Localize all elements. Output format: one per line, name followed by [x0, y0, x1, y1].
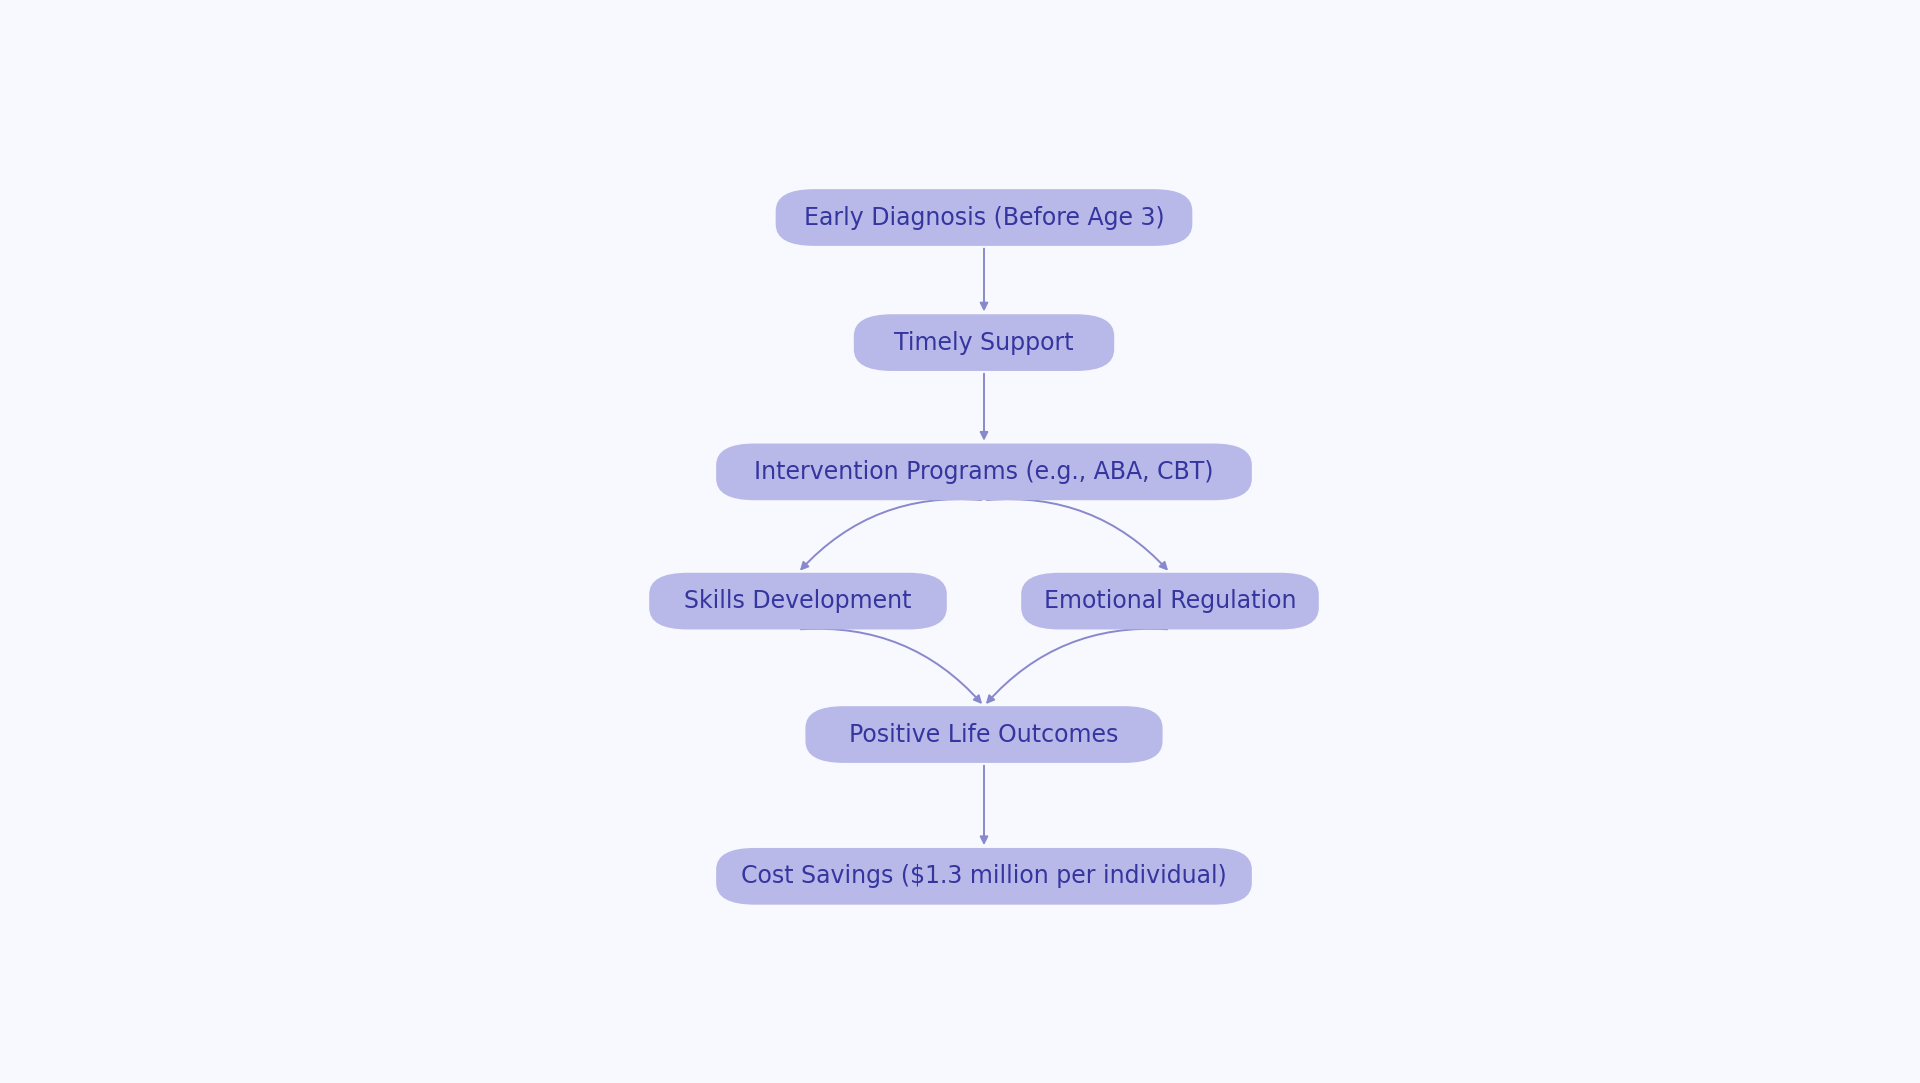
Text: Intervention Programs (e.g., ABA, CBT): Intervention Programs (e.g., ABA, CBT) — [755, 460, 1213, 484]
Text: Positive Life Outcomes: Positive Life Outcomes — [849, 722, 1119, 746]
FancyBboxPatch shape — [1021, 573, 1319, 629]
FancyBboxPatch shape — [806, 706, 1162, 762]
Text: Timely Support: Timely Support — [895, 330, 1073, 354]
FancyBboxPatch shape — [854, 314, 1114, 371]
Text: Early Diagnosis (Before Age 3): Early Diagnosis (Before Age 3) — [804, 206, 1164, 230]
Text: Skills Development: Skills Development — [684, 589, 912, 613]
FancyBboxPatch shape — [716, 444, 1252, 500]
FancyBboxPatch shape — [776, 190, 1192, 246]
Text: Cost Savings ($1.3 million per individual): Cost Savings ($1.3 million per individua… — [741, 864, 1227, 888]
FancyBboxPatch shape — [716, 848, 1252, 904]
Text: Emotional Regulation: Emotional Regulation — [1044, 589, 1296, 613]
FancyBboxPatch shape — [649, 573, 947, 629]
